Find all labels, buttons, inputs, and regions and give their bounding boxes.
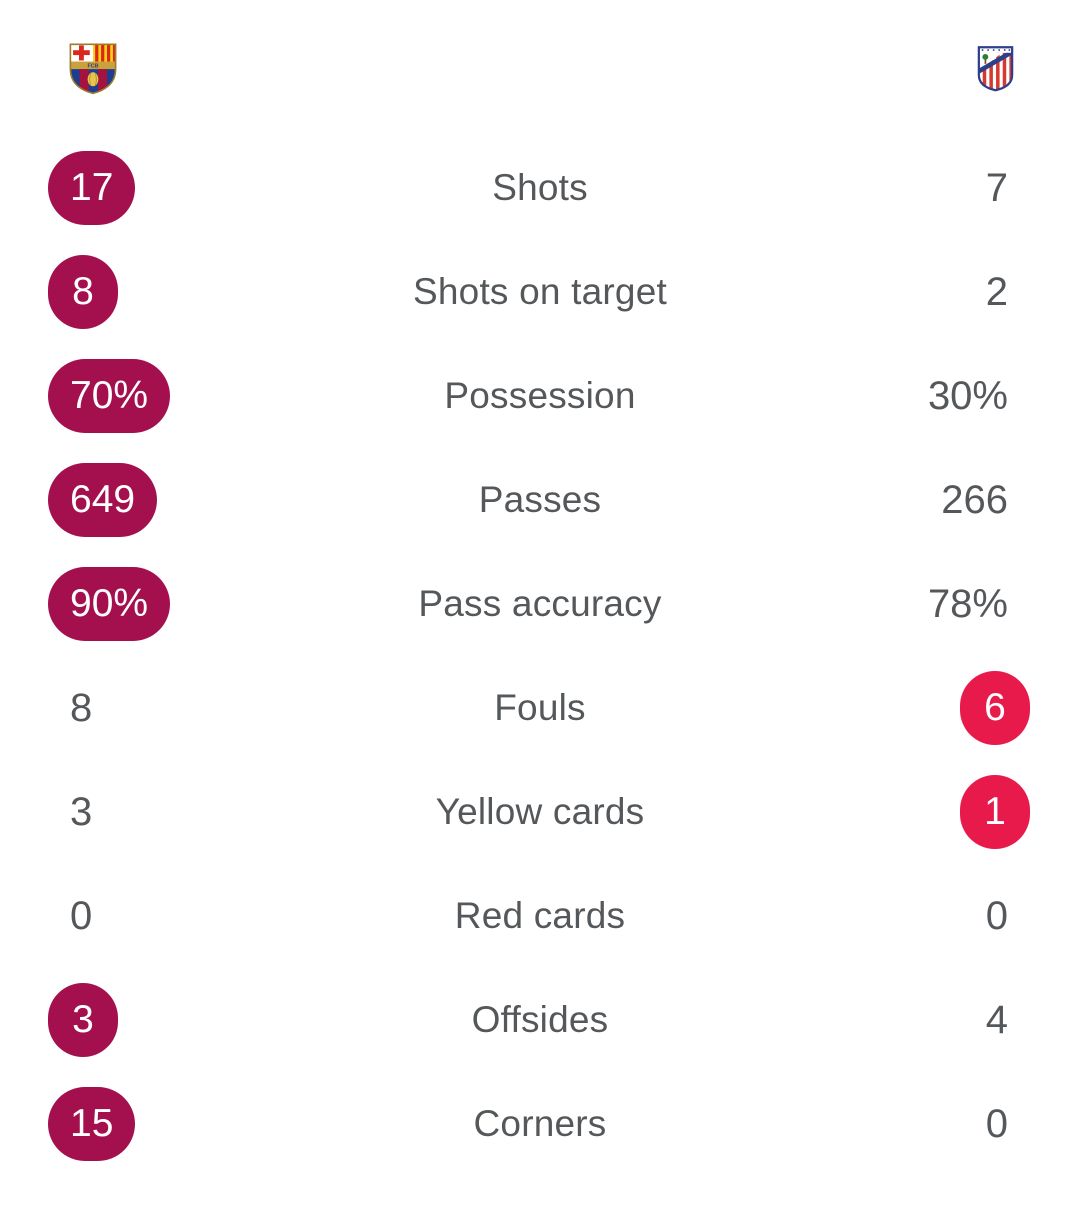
stat-row: 15 Corners 0 bbox=[0, 1072, 1080, 1176]
stat-label: Passes bbox=[478, 479, 602, 520]
stat-row: 90% Pass accuracy 78% bbox=[0, 552, 1080, 656]
away-stat-value: 7 bbox=[985, 165, 1008, 210]
home-stat-value: 649 bbox=[48, 463, 158, 537]
home-stat-value: 70% bbox=[48, 359, 171, 433]
atletico-madrid-crest-icon: Atlético Madrid bbox=[977, 45, 1014, 92]
away-stat-value: 4 bbox=[985, 997, 1008, 1042]
home-stat-value: 3 bbox=[70, 789, 93, 834]
stat-label: Corners bbox=[473, 1103, 607, 1144]
away-stat-value: 6 bbox=[960, 671, 1030, 745]
home-stat-value: 15 bbox=[48, 1087, 136, 1161]
home-stat-value: 8 bbox=[70, 685, 93, 730]
stat-row: 8 Shots on target 2 bbox=[0, 240, 1080, 344]
away-stat-value: 266 bbox=[941, 477, 1008, 522]
stat-row: 3 Offsides 4 bbox=[0, 968, 1080, 1072]
stat-label: Fouls bbox=[494, 687, 586, 728]
stat-row: 649 Passes 266 bbox=[0, 448, 1080, 552]
stat-label: Red cards bbox=[454, 895, 626, 936]
fc-barcelona-crest-icon: FC Barcelona FCB bbox=[66, 40, 120, 96]
stat-row: 70% Possession 30% bbox=[0, 344, 1080, 448]
stat-label: Offsides bbox=[471, 999, 609, 1040]
stat-label: Yellow cards bbox=[435, 791, 645, 832]
stat-label: Pass accuracy bbox=[418, 583, 662, 624]
away-stat-value: 0 bbox=[985, 1101, 1008, 1146]
stat-label: Possession bbox=[444, 375, 636, 416]
stat-row: 8 Fouls 6 bbox=[0, 656, 1080, 760]
team-badges-header: FC Barcelona FCB bbox=[0, 0, 1080, 136]
away-stat-value: 30% bbox=[927, 373, 1008, 418]
home-stat-value: 8 bbox=[48, 255, 118, 329]
away-stat-value: 2 bbox=[985, 269, 1008, 314]
home-stat-value: 17 bbox=[48, 151, 136, 225]
stat-row: 3 Yellow cards 1 bbox=[0, 760, 1080, 864]
stat-row: 0 Red cards 0 bbox=[0, 864, 1080, 968]
away-stat-value: 0 bbox=[985, 893, 1008, 938]
away-stat-value: 1 bbox=[960, 775, 1030, 849]
stats-list: 17 Shots 7 8 Shots on target 2 70% Posse… bbox=[0, 136, 1080, 1176]
stat-row: 17 Shots 7 bbox=[0, 136, 1080, 240]
svg-text:FCB: FCB bbox=[87, 63, 98, 69]
stat-label: Shots on target bbox=[413, 271, 667, 312]
away-stat-value: 78% bbox=[927, 581, 1008, 626]
home-stat-value: 90% bbox=[48, 567, 171, 641]
stat-label: Shots bbox=[492, 167, 588, 208]
home-stat-value: 0 bbox=[70, 893, 93, 938]
home-stat-value: 3 bbox=[48, 983, 118, 1057]
